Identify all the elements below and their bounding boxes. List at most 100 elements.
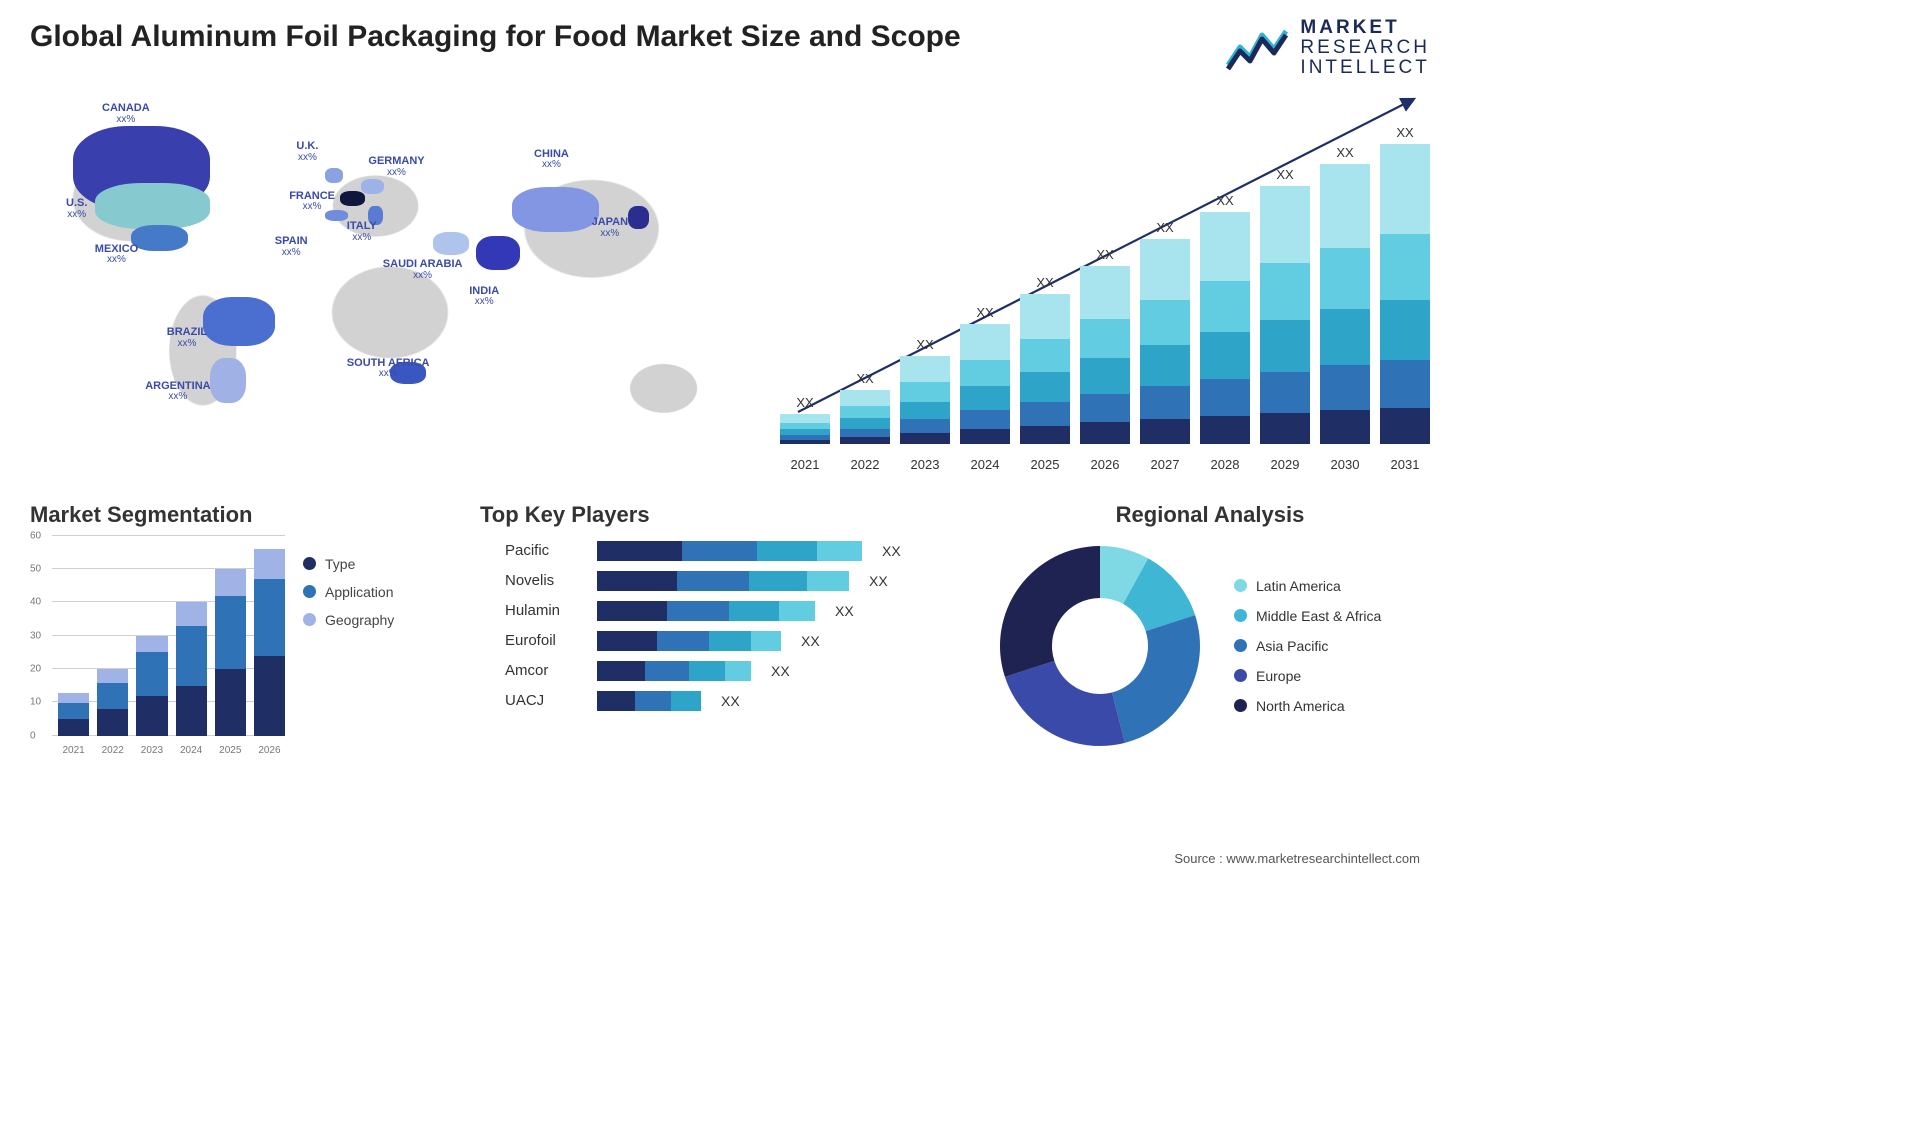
seg-bar-2021 bbox=[58, 693, 89, 736]
seg-ytick-0: 0 bbox=[30, 730, 36, 741]
seg-legend-application: Application bbox=[303, 584, 394, 600]
map-label-us: U.S.xx% bbox=[66, 198, 87, 220]
growth-year-2026: 2026 bbox=[1080, 457, 1130, 472]
growth-bar-2029: XX bbox=[1260, 167, 1310, 444]
player-row-amcor: AmcorXX bbox=[505, 656, 960, 686]
seg-legend-geography: Geography bbox=[303, 612, 394, 628]
donut-slice-asia-pacific bbox=[1112, 615, 1200, 743]
country-germany bbox=[361, 179, 384, 194]
seg-bar-2025 bbox=[215, 569, 246, 736]
seg-year-2024: 2024 bbox=[176, 745, 207, 756]
regional-donut bbox=[990, 536, 1210, 756]
seg-year-2026: 2026 bbox=[254, 745, 285, 756]
donut-slice-europe bbox=[1005, 661, 1125, 746]
donut-slice-north-america bbox=[1000, 546, 1100, 677]
growth-year-2024: 2024 bbox=[960, 457, 1010, 472]
growth-bar-2031: XX bbox=[1380, 125, 1430, 444]
source-line: Source : www.marketresearchintellect.com bbox=[1174, 851, 1420, 866]
seg-ytick-40: 40 bbox=[30, 597, 41, 608]
seg-ytick-60: 60 bbox=[30, 530, 41, 541]
segmentation-legend: Type Application Geography bbox=[303, 536, 394, 756]
regional-legend-asia-pacific: Asia Pacific bbox=[1234, 638, 1381, 654]
map-label-spain: SPAINxx% bbox=[275, 236, 308, 258]
country-mexico bbox=[131, 225, 189, 252]
map-label-brazil: BRAZILxx% bbox=[167, 327, 207, 349]
country-brazil bbox=[203, 297, 275, 346]
seg-ytick-30: 30 bbox=[30, 630, 41, 641]
map-label-saudiarabia: SAUDI ARABIAxx% bbox=[383, 259, 463, 281]
regional-legend: Latin America Middle East & Africa Asia Pa… bbox=[1234, 578, 1381, 714]
seg-legend-type: Type bbox=[303, 556, 394, 572]
segmentation-chart: 0102030405060 202120222023202420252026 bbox=[30, 536, 285, 756]
regional-legend-latin-america: Latin America bbox=[1234, 578, 1381, 594]
seg-year-2023: 2023 bbox=[136, 745, 167, 756]
regional-legend-europe: Europe bbox=[1234, 668, 1381, 684]
map-label-china: CHINAxx% bbox=[534, 149, 569, 171]
growth-year-2030: 2030 bbox=[1320, 457, 1370, 472]
growth-year-2022: 2022 bbox=[840, 457, 890, 472]
growth-bar-2028: XX bbox=[1200, 193, 1250, 444]
seg-ytick-10: 10 bbox=[30, 697, 41, 708]
growth-year-2027: 2027 bbox=[1140, 457, 1190, 472]
growth-bar-2026: XX bbox=[1080, 247, 1130, 444]
map-label-france: FRANCExx% bbox=[289, 191, 335, 213]
growth-bar-2025: XX bbox=[1020, 275, 1070, 444]
player-row-pacific: PacificXX bbox=[505, 536, 960, 566]
player-row-eurofoil: EurofoilXX bbox=[505, 626, 960, 656]
brand-line3: INTELLECT bbox=[1300, 58, 1430, 78]
player-row-novelis: NovelisXX bbox=[505, 566, 960, 596]
country-us bbox=[95, 183, 210, 229]
growth-year-2029: 2029 bbox=[1260, 457, 1310, 472]
growth-year-2028: 2028 bbox=[1200, 457, 1250, 472]
seg-year-2025: 2025 bbox=[215, 745, 246, 756]
players-title: Top Key Players bbox=[480, 502, 960, 528]
seg-bar-2023 bbox=[136, 636, 167, 736]
seg-bar-2022 bbox=[97, 669, 128, 736]
world-map: CANADAxx% U.S.xx% MEXICOxx% BRAZILxx% ARGENT… bbox=[30, 92, 750, 472]
growth-bar-2023: XX bbox=[900, 337, 950, 444]
country-argentina bbox=[210, 358, 246, 404]
players-chart: PacificXXNovelisXXHulaminXXEurofoilXXAmc… bbox=[480, 536, 960, 716]
segmentation-title: Market Segmentation bbox=[30, 502, 450, 528]
growth-year-2031: 2031 bbox=[1380, 457, 1430, 472]
map-label-southafrica: SOUTH AFRICAxx% bbox=[347, 358, 430, 380]
map-label-germany: GERMANYxx% bbox=[368, 156, 424, 178]
map-label-uk: U.K.xx% bbox=[296, 141, 318, 163]
brand-logo: MARKET RESEARCH INTELLECT bbox=[1226, 18, 1430, 78]
player-row-uacj: UACJXX bbox=[505, 686, 960, 716]
growth-year-2025: 2025 bbox=[1020, 457, 1070, 472]
map-label-mexico: MEXICOxx% bbox=[95, 244, 138, 266]
country-japan bbox=[628, 206, 650, 229]
seg-bar-2024 bbox=[176, 602, 207, 735]
growth-bar-2021: XX bbox=[780, 395, 830, 444]
growth-bar-2024: XX bbox=[960, 305, 1010, 444]
map-label-canada: CANADAxx% bbox=[102, 103, 150, 125]
growth-bar-2030: XX bbox=[1320, 145, 1370, 444]
regional-legend-north-america: North America bbox=[1234, 698, 1381, 714]
country-france bbox=[340, 191, 365, 206]
map-label-argentina: ARGENTINAxx% bbox=[145, 381, 210, 403]
seg-ytick-20: 20 bbox=[30, 664, 41, 675]
growth-year-2021: 2021 bbox=[780, 457, 830, 472]
seg-year-2022: 2022 bbox=[97, 745, 128, 756]
player-row-hulamin: HulaminXX bbox=[505, 596, 960, 626]
brand-line2: RESEARCH bbox=[1300, 38, 1430, 58]
growth-chart: XXXXXXXXXXXXXXXXXXXXXX 20212022202320242… bbox=[780, 92, 1430, 472]
map-label-india: INDIAxx% bbox=[469, 286, 499, 308]
seg-year-2021: 2021 bbox=[58, 745, 89, 756]
country-china bbox=[512, 187, 598, 233]
country-india bbox=[476, 236, 519, 270]
country-uk bbox=[325, 168, 343, 183]
regional-title: Regional Analysis bbox=[990, 502, 1430, 528]
regional-legend-middle-east---africa: Middle East & Africa bbox=[1234, 608, 1381, 624]
growth-bar-2027: XX bbox=[1140, 220, 1190, 444]
growth-bar-2022: XX bbox=[840, 371, 890, 444]
country-saudiarabia bbox=[433, 232, 469, 255]
brand-line1: MARKET bbox=[1300, 18, 1430, 38]
page-title: Global Aluminum Foil Packaging for Food … bbox=[30, 18, 961, 56]
map-label-japan: JAPANxx% bbox=[592, 217, 628, 239]
growth-year-2023: 2023 bbox=[900, 457, 950, 472]
map-label-italy: ITALYxx% bbox=[347, 221, 377, 243]
seg-bar-2026 bbox=[254, 549, 285, 736]
seg-ytick-50: 50 bbox=[30, 564, 41, 575]
